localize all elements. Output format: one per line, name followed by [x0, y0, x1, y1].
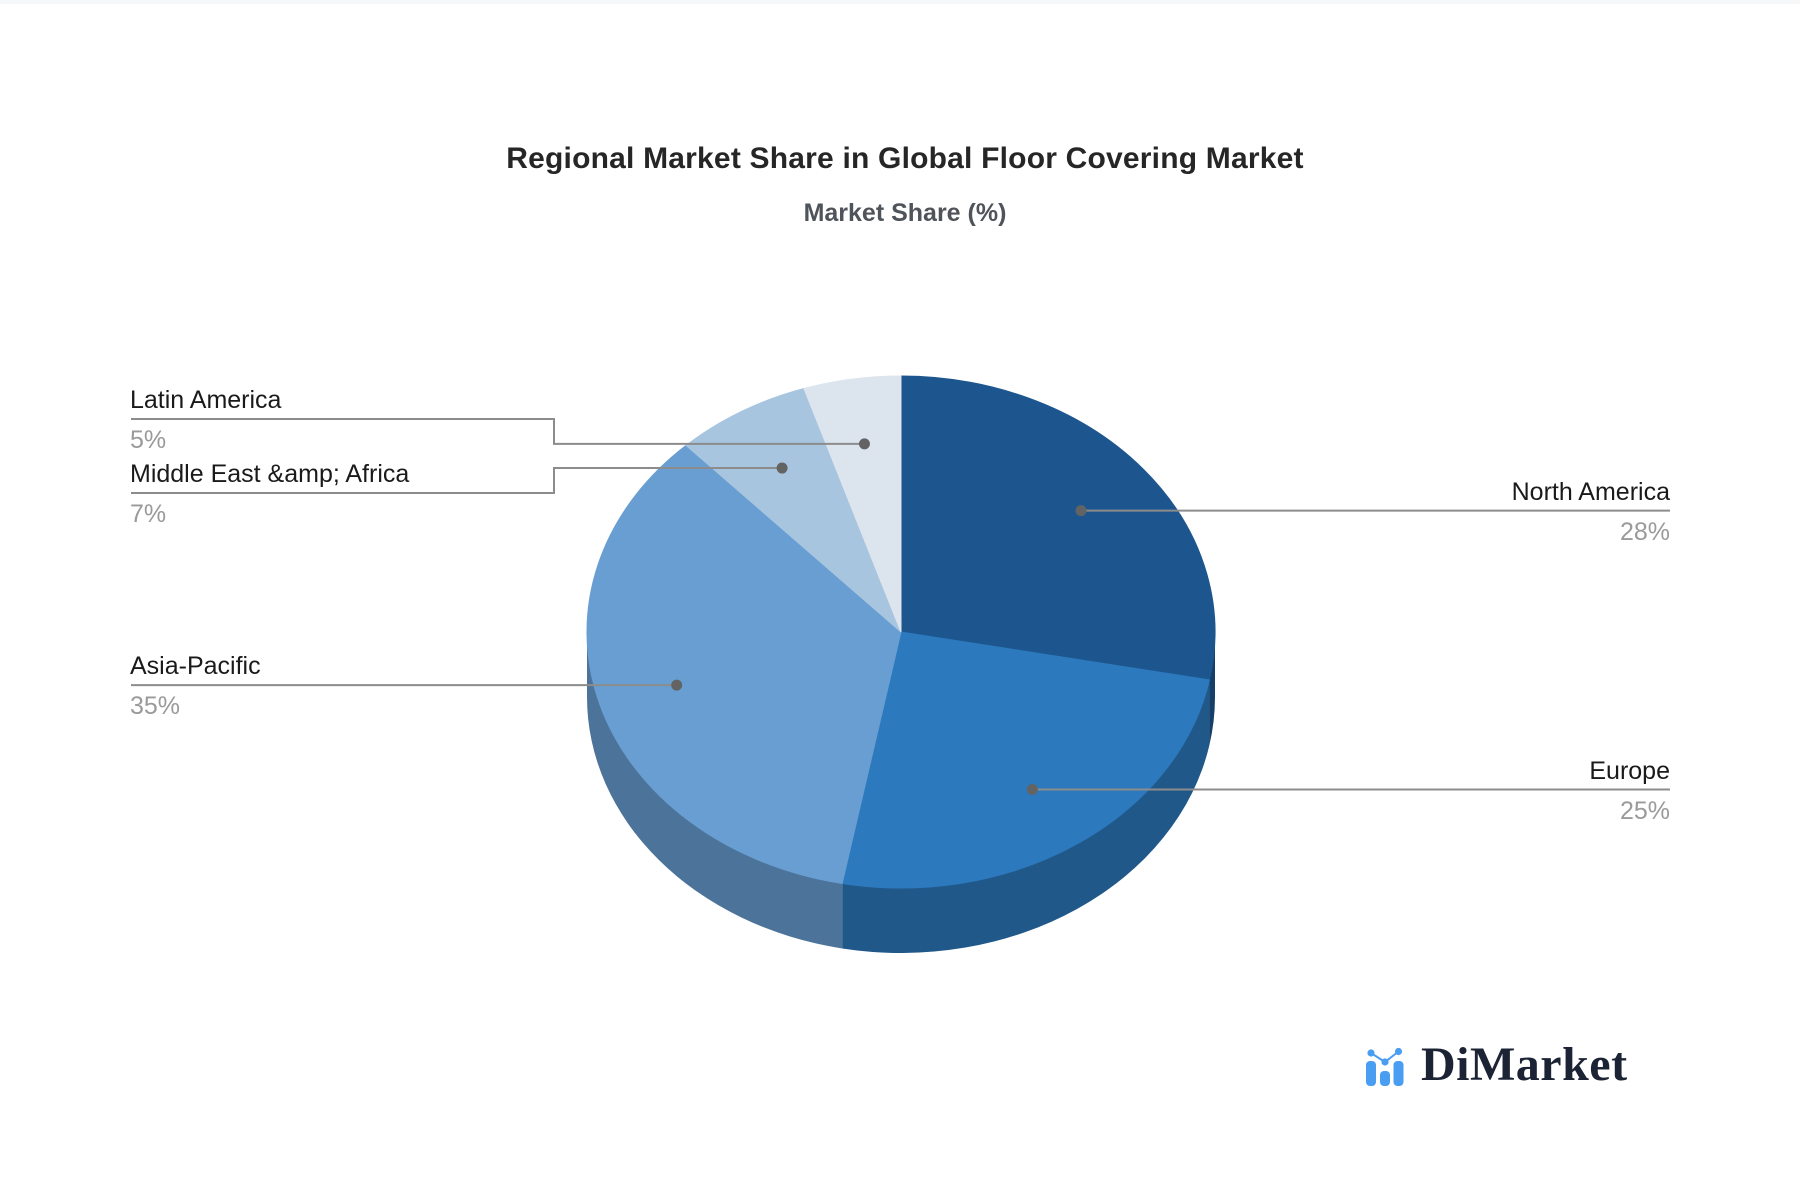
leader-dot	[671, 679, 683, 691]
pie-slice-1[interactable]	[841, 631, 1211, 889]
logo-bar-right	[1393, 1061, 1404, 1086]
slice-label-percent: 25%	[1619, 796, 1670, 825]
slice-label-percent: 5%	[130, 426, 167, 454]
slice-label-name: Asia-Pacific	[130, 652, 261, 681]
logo-dot-middle	[1381, 1058, 1389, 1066]
pie-slice-2[interactable]	[586, 444, 902, 885]
leader-dot	[858, 438, 870, 450]
logo-dot-left	[1367, 1049, 1375, 1057]
pie-slice-wall	[842, 679, 1210, 953]
brand-logo-text: DiMarket	[1421, 1038, 1628, 1091]
leader-dot	[1075, 505, 1087, 517]
bar-line-chart-icon	[1366, 1047, 1404, 1086]
slice-label-percent: 7%	[130, 500, 167, 528]
page-top-border	[0, 0, 1800, 4]
leader-dot	[1026, 784, 1038, 796]
slice-label-percent: 35%	[130, 692, 181, 721]
slice-label-name: Middle East &amp; Africa	[130, 460, 410, 488]
logo-dot-right	[1394, 1047, 1403, 1056]
slice-label-name: Latin America	[130, 386, 282, 414]
pie-slice-4[interactable]	[803, 375, 902, 633]
slice-label-name: North America	[1511, 477, 1670, 506]
slice-label-percent: 28%	[1619, 517, 1670, 546]
pie-slice-3[interactable]	[685, 387, 902, 633]
pie-slice-wall	[587, 632, 843, 949]
slice-label-name: Europe	[1589, 756, 1670, 785]
leader-line	[131, 467, 783, 494]
chart-title: Regional Market Share in Global Floor Co…	[506, 142, 1304, 175]
leader-dot	[776, 462, 788, 474]
brand-logo[interactable]: DiMarket	[1364, 1038, 1628, 1091]
chart-subtitle: Market Share (%)	[803, 199, 1007, 227]
pie-slice-0[interactable]	[900, 375, 1216, 681]
logo-bar-left	[1366, 1061, 1376, 1086]
logo-bar-middle	[1380, 1071, 1390, 1086]
leader-line	[131, 418, 865, 445]
